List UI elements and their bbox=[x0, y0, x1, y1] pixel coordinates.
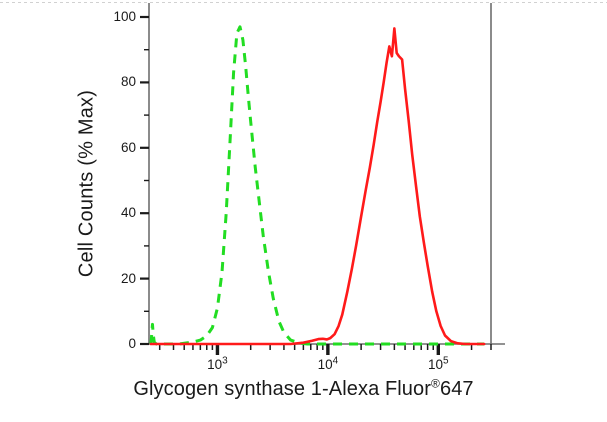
x-axis-label-main: Glycogen synthase 1-Alexa Fluor bbox=[133, 378, 432, 400]
x-tick-base: 10 bbox=[428, 357, 444, 372]
y-tick-label: 0 bbox=[128, 336, 136, 351]
series-trace-1 bbox=[149, 27, 486, 346]
y-tick-label: 100 bbox=[113, 9, 136, 24]
x-axis-label-suffix: 647 bbox=[439, 378, 474, 400]
x-tick-label: 103 bbox=[195, 355, 239, 372]
top-divider-rule bbox=[0, 2, 607, 3]
y-tick-label: 20 bbox=[120, 270, 136, 286]
y-tick-label: 40 bbox=[120, 205, 136, 221]
registered-trademark-symbol: ® bbox=[431, 376, 440, 391]
x-tick-exponent: 5 bbox=[443, 355, 449, 367]
x-tick-base: 10 bbox=[207, 357, 223, 372]
x-tick-exponent: 4 bbox=[332, 355, 339, 367]
x-tick-label: 104 bbox=[306, 355, 350, 372]
x-axis-label: Glycogen synthase 1-Alexa Fluor®647 bbox=[0, 376, 607, 401]
x-tick-exponent: 3 bbox=[222, 355, 228, 367]
y-tick-label: 80 bbox=[120, 74, 136, 90]
y-tick-label: 60 bbox=[120, 139, 136, 155]
x-tick-label: 105 bbox=[416, 355, 460, 372]
x-tick-base: 10 bbox=[317, 357, 333, 372]
